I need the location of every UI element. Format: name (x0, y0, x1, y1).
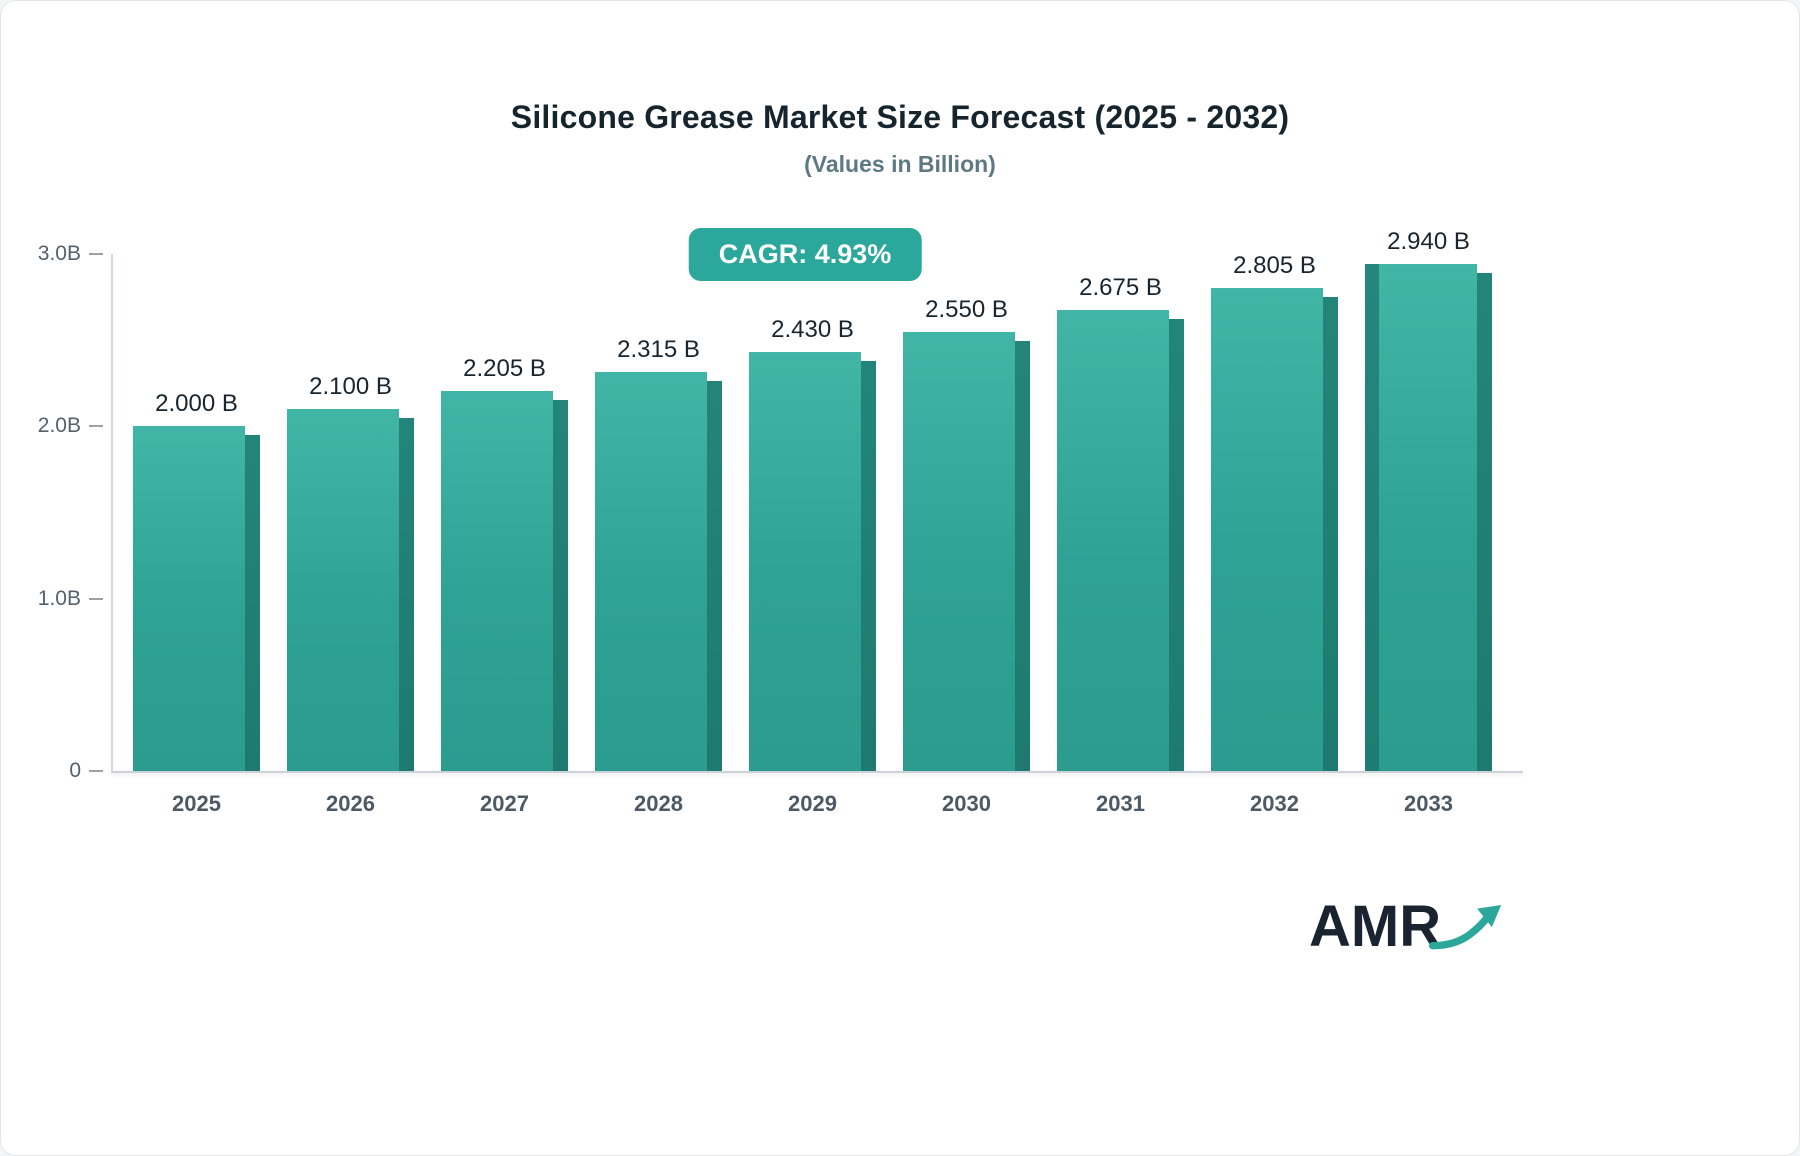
bar-value-label: 2.100 B (309, 373, 392, 400)
bar-value-label: 2.550 B (925, 296, 1008, 323)
chart-subtitle: (Values in Billion) (804, 151, 996, 177)
cagr-badge: CAGR: 4.93% (688, 228, 922, 281)
x-tick-label: 2026 (326, 791, 375, 816)
bar-face (287, 409, 399, 771)
y-axis-line (111, 254, 113, 771)
bar-side-face (399, 418, 414, 771)
y-tick-label: 3.0B (37, 242, 81, 265)
bar-face (903, 332, 1015, 771)
bar-face (1365, 264, 1477, 771)
bar-face (1057, 310, 1169, 771)
bar-value-label: 2.205 B (463, 355, 546, 382)
bar-face (441, 391, 553, 771)
plot-area: 0 1.0B 2.0B 3.0B 2.000 B 2025 2.100 B 2026 2.205… (1, 228, 1799, 861)
bar-face (749, 352, 861, 771)
y-tick-mark (89, 597, 103, 600)
x-tick-label: 2032 (1250, 791, 1299, 816)
x-tick-label: 2029 (788, 791, 837, 816)
x-tick-label: 2025 (172, 791, 221, 816)
bar (133, 426, 260, 771)
bar-side-face (1323, 297, 1338, 771)
bar-face (595, 372, 707, 771)
bar (595, 372, 722, 771)
y-tick-label: 1.0B (37, 586, 81, 610)
bar-value-label: 2.000 B (155, 390, 238, 417)
bar (441, 391, 568, 771)
bar-side-face (861, 361, 876, 771)
bar (1211, 288, 1338, 771)
chart-title: Silicone Grease Market Size Forecast (20… (510, 99, 1290, 135)
y-tick-mark (89, 425, 103, 428)
y-tick-mark (89, 770, 103, 772)
bar-side-face (245, 435, 260, 771)
bar-side-face (1477, 273, 1492, 771)
x-tick-label: 2033 (1404, 791, 1453, 816)
bar-value-label: 2.675 B (1079, 274, 1162, 301)
bar-face (133, 426, 245, 771)
y-tick-label: 2.0B (37, 414, 81, 438)
bar (287, 409, 414, 771)
bar-side-face (1015, 341, 1030, 771)
x-tick-label: 2028 (634, 791, 683, 816)
bar-face (1211, 288, 1323, 771)
x-tick-label: 2030 (942, 791, 991, 816)
bar (1057, 310, 1184, 771)
bar-value-label: 2.940 B (1387, 228, 1470, 255)
bar-left-edge (1365, 264, 1379, 771)
amr-logo-arrow-icon (1429, 904, 1502, 950)
bar-value-label: 2.315 B (617, 336, 700, 363)
y-tick-mark (89, 253, 103, 255)
amr-logo: AMR (1309, 894, 1502, 959)
bar-side-face (1169, 319, 1184, 771)
bar-value-label: 2.805 B (1233, 252, 1316, 279)
bar (749, 352, 876, 771)
y-tick-label: 0 (69, 759, 81, 782)
bar (1365, 264, 1492, 771)
x-axis-line (111, 771, 1523, 773)
x-tick-label: 2031 (1096, 791, 1145, 816)
amr-logo-text: AMR (1309, 894, 1442, 959)
bar-value-label: 2.430 B (771, 316, 854, 343)
bar (903, 332, 1030, 771)
bar-side-face (707, 381, 722, 771)
bar-side-face (553, 400, 568, 771)
x-tick-label: 2027 (480, 791, 529, 816)
